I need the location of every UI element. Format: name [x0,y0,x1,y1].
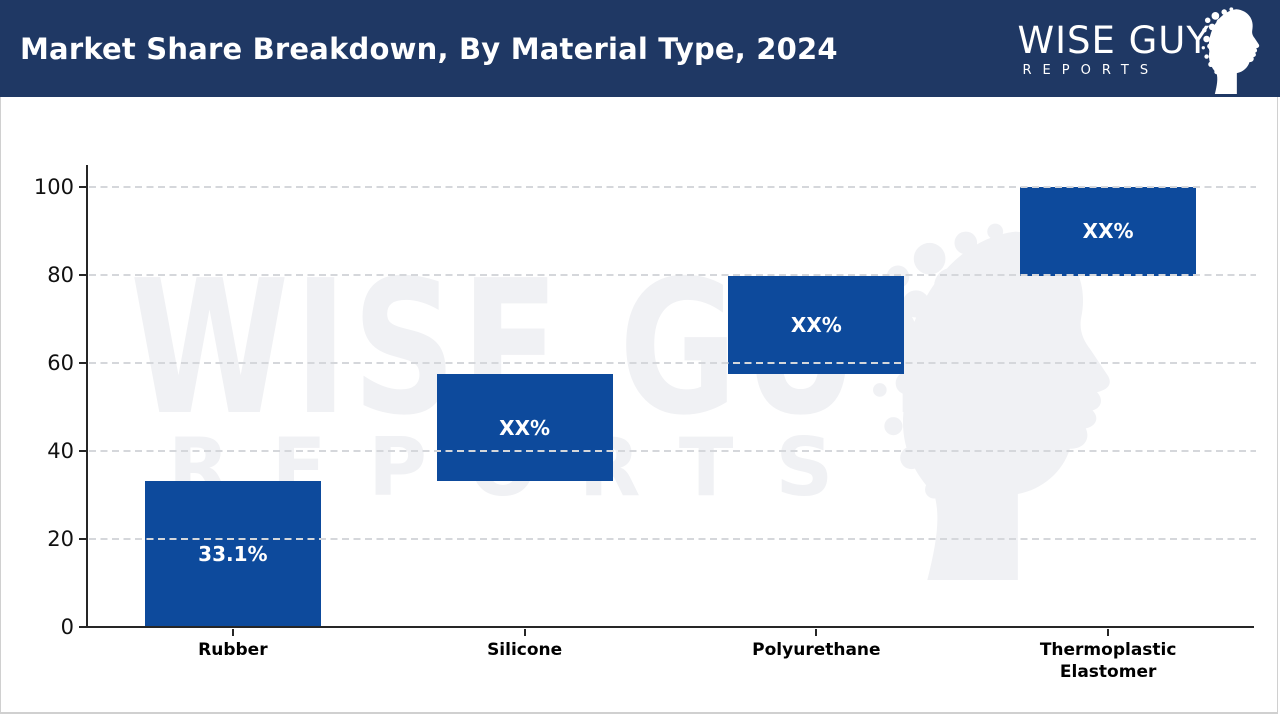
bar-value-label: 33.1% [198,542,268,567]
y-tick-label: 60 [47,351,74,375]
y-tick-label: 40 [47,439,74,463]
y-tick-mark [79,626,87,628]
y-tick-label: 80 [47,263,74,287]
y-tick-mark [79,186,87,188]
y-tick-mark [79,274,87,276]
logo-reports-text: REPORTS [1022,62,1160,78]
logo-text: WISE GUY REPORTS [1017,19,1210,78]
gridline-100 [89,186,1256,188]
x-tick-label: Rubber [198,640,268,660]
x-tick-label: Silicone [487,640,563,660]
x-axis-spine [86,626,1254,628]
bar-rubber: 33.1% [144,481,321,627]
y-tick-label: 0 [60,615,74,639]
x-tick-mark [1107,629,1110,636]
x-tick-mark [815,629,818,636]
bar-value-label: XX% [1082,219,1134,244]
x-tick-label: Polyurethane [752,640,881,660]
y-tick-mark [79,538,87,540]
page-title: Market Share Breakdown, By Material Type… [20,31,838,66]
bar-value-label: XX% [499,415,551,440]
header-bar: Market Share Breakdown, By Material Type… [0,0,1280,97]
y-tick-label: 100 [33,175,74,199]
bar-thermoplastic-elastomer: XX% [1020,187,1197,276]
x-tick-label: Thermoplastic Elastomer [1039,640,1177,683]
y-tick-mark [79,450,87,452]
y-axis-spine [86,165,88,628]
y-tick-mark [79,362,87,364]
gridline-20 [89,538,1256,540]
x-tick-mark [231,629,234,636]
logo-wise-guy-text: WISE GUY [1017,19,1210,63]
gridline-60 [89,362,1256,364]
y-tick-label: 20 [47,527,74,551]
x-tick-mark [523,629,526,636]
bar-silicone: XX% [436,374,613,482]
gridline-80 [89,274,1256,276]
bar-polyurethane: XX% [728,275,905,375]
bar-value-label: XX% [790,313,842,338]
gridline-40 [89,450,1256,452]
wise-guy-reports-logo: WISE GUY REPORTS [1018,4,1266,96]
